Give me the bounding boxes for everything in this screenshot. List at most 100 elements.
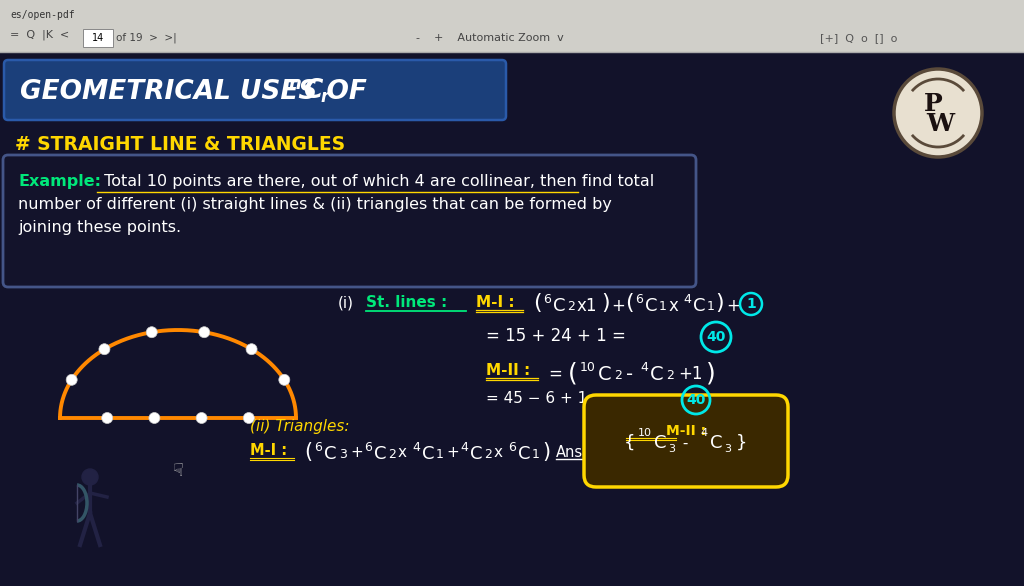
FancyBboxPatch shape [83,29,113,47]
Text: C: C [553,297,565,315]
Text: 6: 6 [508,441,516,454]
Text: C: C [518,445,530,463]
Text: 1: 1 [436,448,443,461]
Text: -: - [626,365,633,384]
Text: +: + [726,297,740,315]
Text: C: C [710,434,723,452]
Text: 6: 6 [635,293,643,306]
Text: 40: 40 [686,393,706,407]
Text: }: } [736,434,748,452]
FancyBboxPatch shape [0,52,1024,586]
Text: {: { [624,434,636,452]
Text: C: C [693,297,706,315]
Text: =  Q  |K  <: = Q |K < [10,30,70,40]
Text: C: C [598,365,611,384]
Circle shape [246,344,257,355]
Text: = 45 − 6 + 1 =: = 45 − 6 + 1 = [486,391,605,406]
Text: = 15 + 24 + 1 =: = 15 + 24 + 1 = [486,327,626,345]
Circle shape [148,413,160,424]
Circle shape [82,469,98,485]
Text: (: ( [534,293,542,313]
Text: C: C [654,434,667,452]
Text: r: r [319,88,329,106]
Text: Total 10 points are there, out of which 4 are collinear, then find total: Total 10 points are there, out of which … [99,174,654,189]
Text: 4: 4 [683,293,691,306]
Text: 1: 1 [532,448,540,461]
Text: (: ( [304,442,312,462]
Text: ): ) [601,293,609,313]
Text: (i): (i) [338,295,354,310]
Text: =: = [548,365,562,383]
Text: Ans.: Ans. [556,445,588,460]
Text: n: n [288,75,301,93]
Text: 14: 14 [92,33,104,43]
Text: Example:: Example: [18,174,101,189]
Text: 2: 2 [484,448,492,461]
Text: 6: 6 [364,441,372,454]
Circle shape [244,413,254,424]
Text: M-I :: M-I : [476,295,515,310]
Text: 4: 4 [412,441,420,454]
Text: St. lines :: St. lines : [366,295,447,310]
Text: 40: 40 [707,330,726,344]
Circle shape [67,374,77,386]
Circle shape [99,344,110,355]
Text: joining these points.: joining these points. [18,220,181,235]
Circle shape [199,327,210,338]
FancyBboxPatch shape [3,155,696,287]
Text: 3: 3 [724,444,731,454]
Text: ): ) [715,293,724,313]
Circle shape [101,413,113,424]
Text: x: x [398,445,407,460]
FancyBboxPatch shape [584,395,788,487]
Text: 4: 4 [460,441,468,454]
Text: C: C [470,445,482,463]
Text: C: C [645,297,657,315]
Text: es/open-pdf: es/open-pdf [10,10,75,20]
Text: +1: +1 [678,365,702,383]
Text: ): ) [706,361,716,385]
Text: 4: 4 [640,361,648,374]
Circle shape [146,327,158,338]
Text: ☟: ☟ [172,462,183,480]
Circle shape [197,413,207,424]
Text: of 19  >  >|: of 19 > >| [116,33,177,43]
Text: C: C [374,445,386,463]
Text: GEOMETRICAL USES OF: GEOMETRICAL USES OF [20,79,376,105]
Text: 4: 4 [700,428,708,438]
Text: [+]  Q  o  []  o: [+] Q o [] o [820,33,897,43]
Text: -    +    Automatic Zoom  v: - + Automatic Zoom v [416,33,564,43]
Text: -: - [678,435,693,451]
Text: 10: 10 [580,361,596,374]
Text: +: + [350,445,362,460]
Text: M-II :: M-II : [486,363,530,378]
Circle shape [279,374,290,386]
Text: 3: 3 [668,444,675,454]
Text: 6: 6 [543,293,551,306]
Text: x: x [669,297,679,315]
Text: 1: 1 [746,297,756,311]
Text: x: x [494,445,503,460]
Text: 3: 3 [339,448,347,461]
Text: M-I :: M-I : [250,443,287,458]
Text: 2: 2 [567,300,574,313]
Text: +: + [446,445,459,460]
Text: (: ( [625,293,634,313]
Text: M-II :: M-II : [666,424,707,438]
Text: number of different (i) straight lines & (ii) triangles that can be formed by: number of different (i) straight lines &… [18,197,612,212]
Text: P: P [924,92,942,116]
FancyBboxPatch shape [4,60,506,120]
Text: 1: 1 [707,300,715,313]
Text: 10: 10 [638,428,652,438]
Text: 1: 1 [659,300,667,313]
Text: W: W [926,112,954,136]
Text: 2: 2 [614,369,622,382]
Text: C: C [650,365,664,384]
Text: ): ) [542,442,550,462]
Text: 2: 2 [666,369,674,382]
Text: 6: 6 [314,441,322,454]
Circle shape [894,69,982,157]
Text: +: + [611,297,625,315]
Text: (ii) Triangles:: (ii) Triangles: [250,419,349,434]
Text: 2: 2 [388,448,396,461]
